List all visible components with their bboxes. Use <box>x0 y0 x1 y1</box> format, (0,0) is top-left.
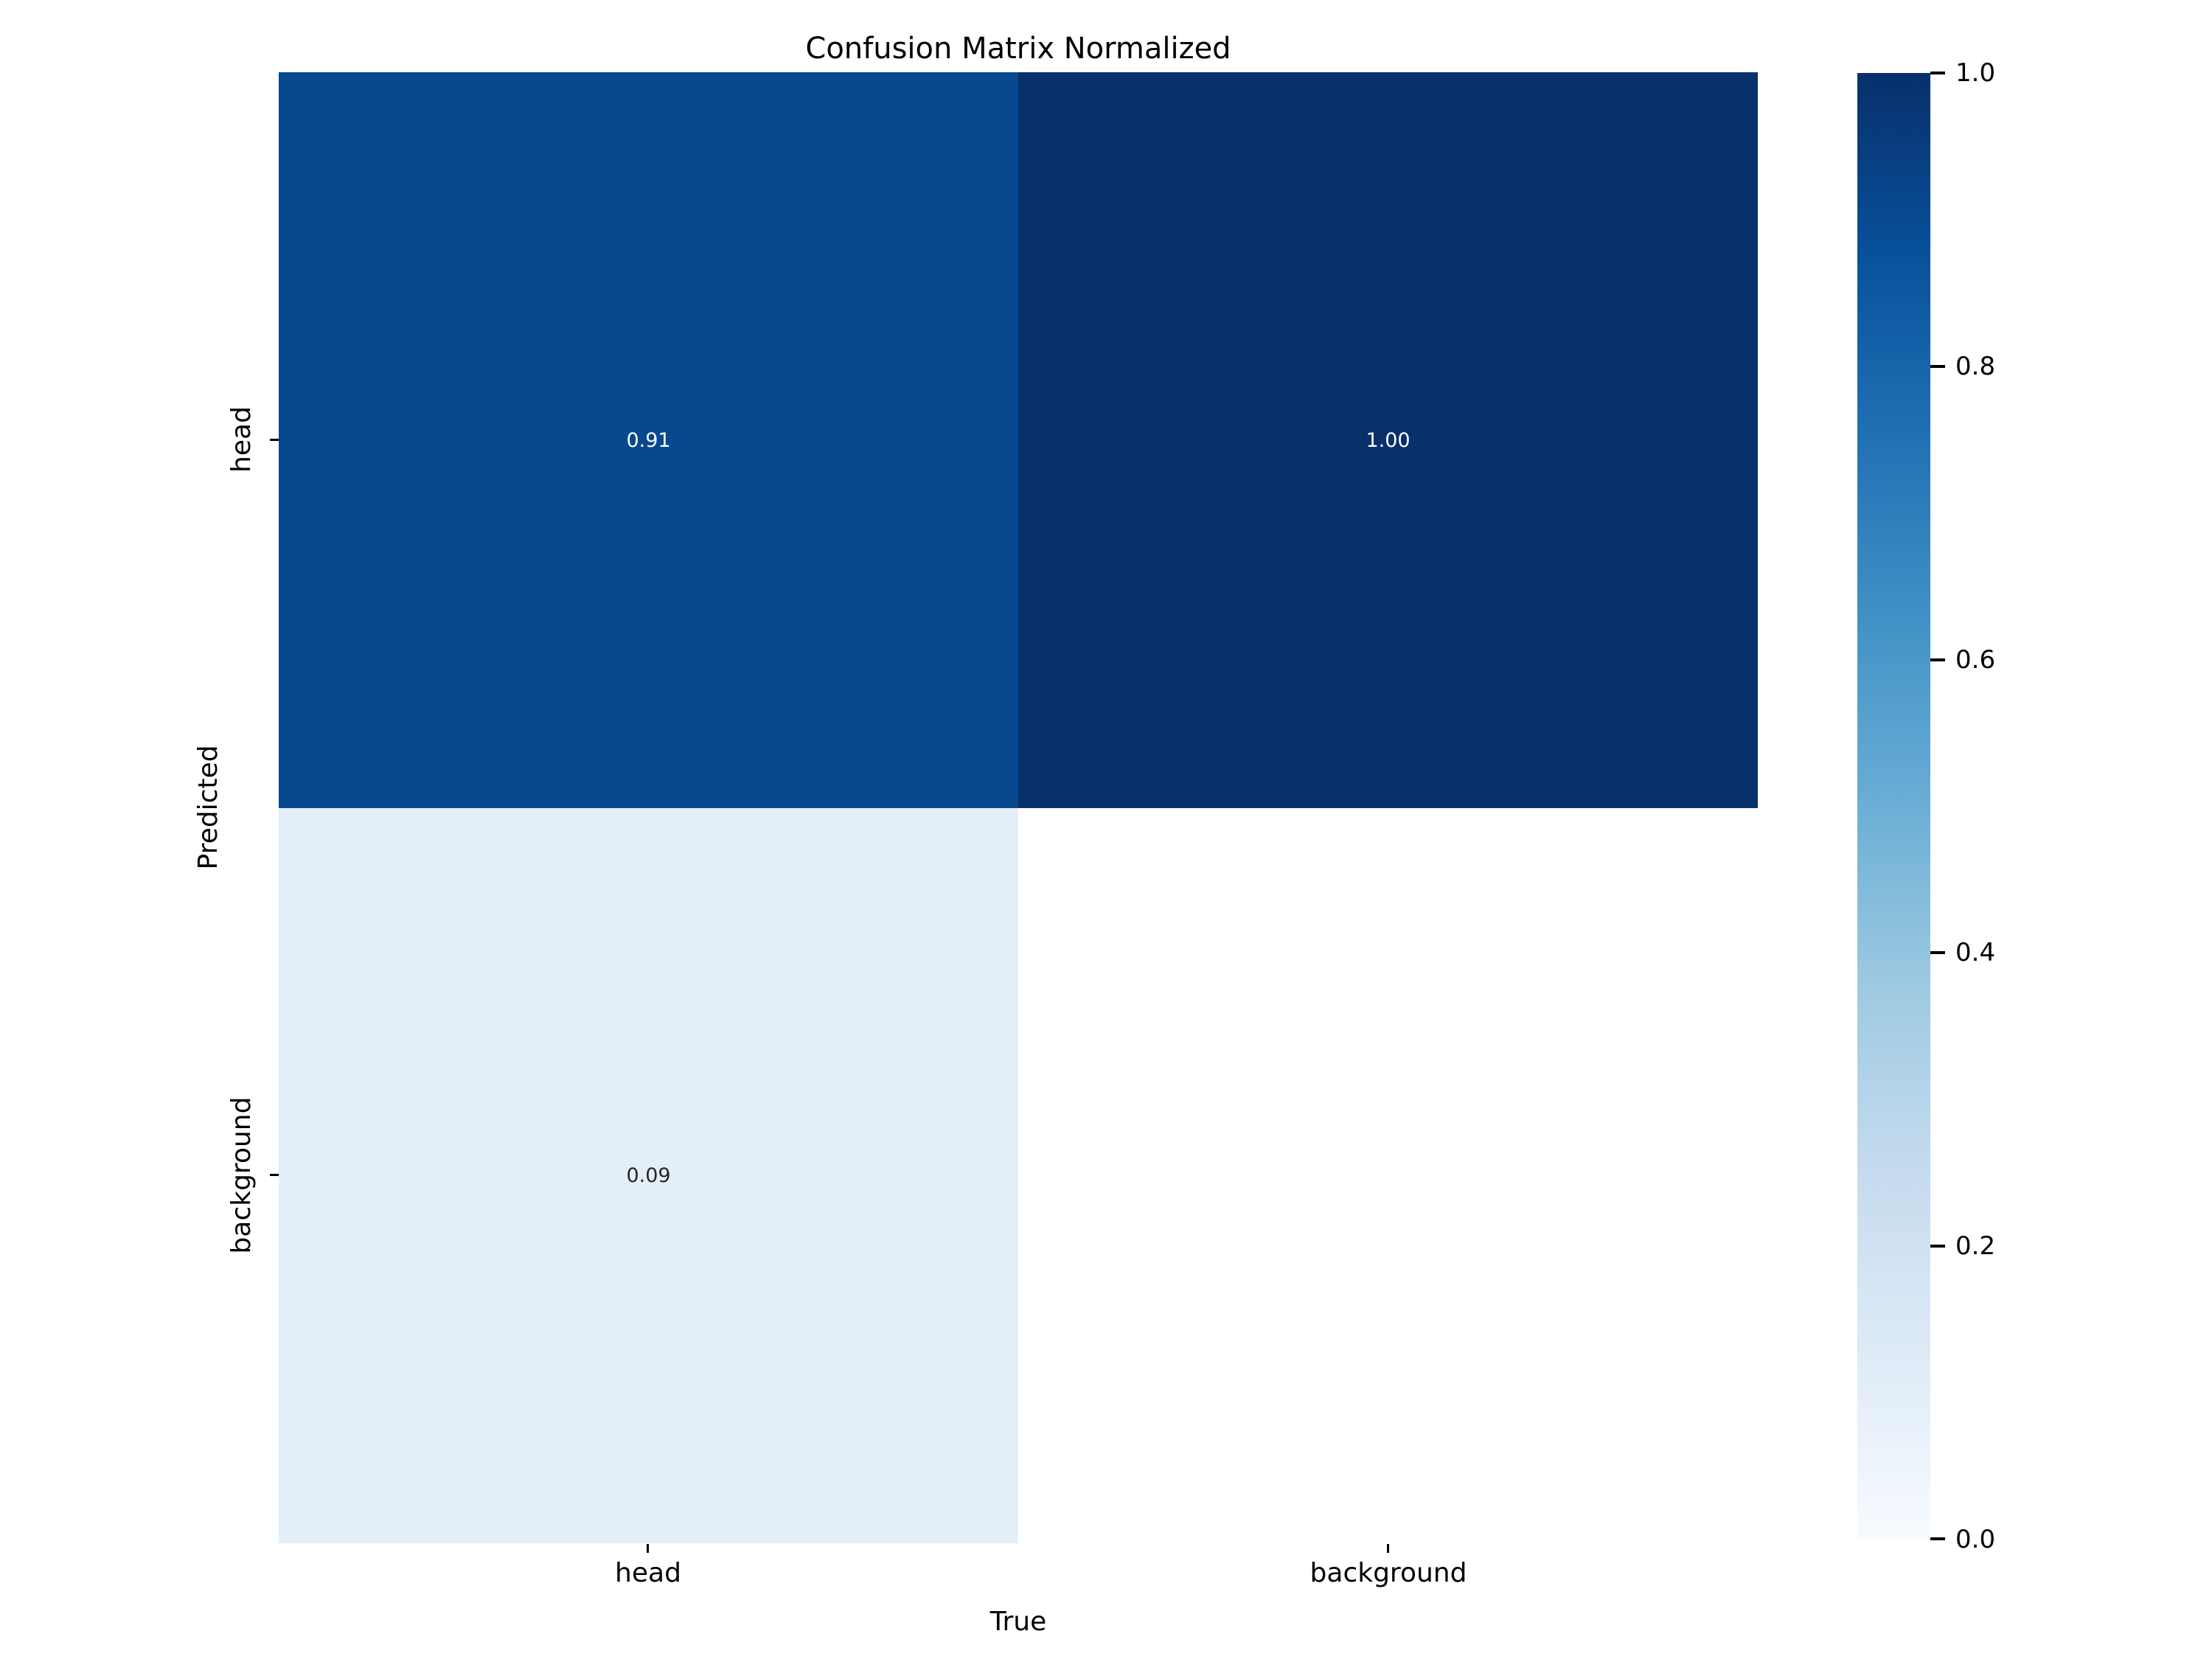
y-tick-label-head: head <box>226 406 257 473</box>
colorbar-tick-label: 0.0 <box>1955 1525 1996 1554</box>
chart-title: Confusion Matrix Normalized <box>805 32 1231 66</box>
y-tick-mark-background <box>270 1174 279 1176</box>
colorbar-tick-mark <box>1930 1245 1945 1248</box>
x-tick-label-background: background <box>1310 1558 1467 1588</box>
matrix-cell-pred-background-true-background <box>1018 808 1758 1543</box>
colorbar-tick-label: 1.0 <box>1955 58 1996 88</box>
y-tick-label-background: background <box>226 1096 257 1254</box>
cell-annotation: 1.00 <box>1366 428 1411 452</box>
colorbar-tick-mark <box>1930 1537 1945 1540</box>
colorbar-tick-mark <box>1930 951 1945 954</box>
cell-annotation: 0.91 <box>626 428 671 452</box>
x-tick-label-head: head <box>615 1558 681 1588</box>
colorbar-gradient <box>1857 73 1930 1540</box>
colorbar-tick-label: 0.6 <box>1955 645 1996 675</box>
colorbar-tick-label: 0.2 <box>1955 1231 1996 1261</box>
colorbar-tick-mark <box>1930 365 1945 368</box>
matrix-cell-pred-background-true-head: 0.09 <box>279 808 1018 1543</box>
y-axis-label: Predicted <box>193 745 223 870</box>
cell-annotation: 0.09 <box>626 1164 671 1187</box>
colorbar-tick-mark <box>1930 658 1945 661</box>
matrix-cell-pred-head-true-background: 1.00 <box>1018 72 1758 808</box>
colorbar-tick-label: 0.4 <box>1955 938 1996 967</box>
heatmap: 0.91 1.00 0.09 <box>279 72 1758 1543</box>
colorbar-tick-label: 0.8 <box>1955 352 1996 381</box>
colorbar-tick-mark <box>1930 72 1945 74</box>
y-tick-mark-head <box>270 439 279 441</box>
matrix-cell-pred-head-true-head: 0.91 <box>279 72 1018 808</box>
x-tick-mark-background <box>1387 1544 1389 1553</box>
x-axis-label: True <box>990 1607 1047 1637</box>
x-tick-mark-head <box>647 1544 649 1553</box>
